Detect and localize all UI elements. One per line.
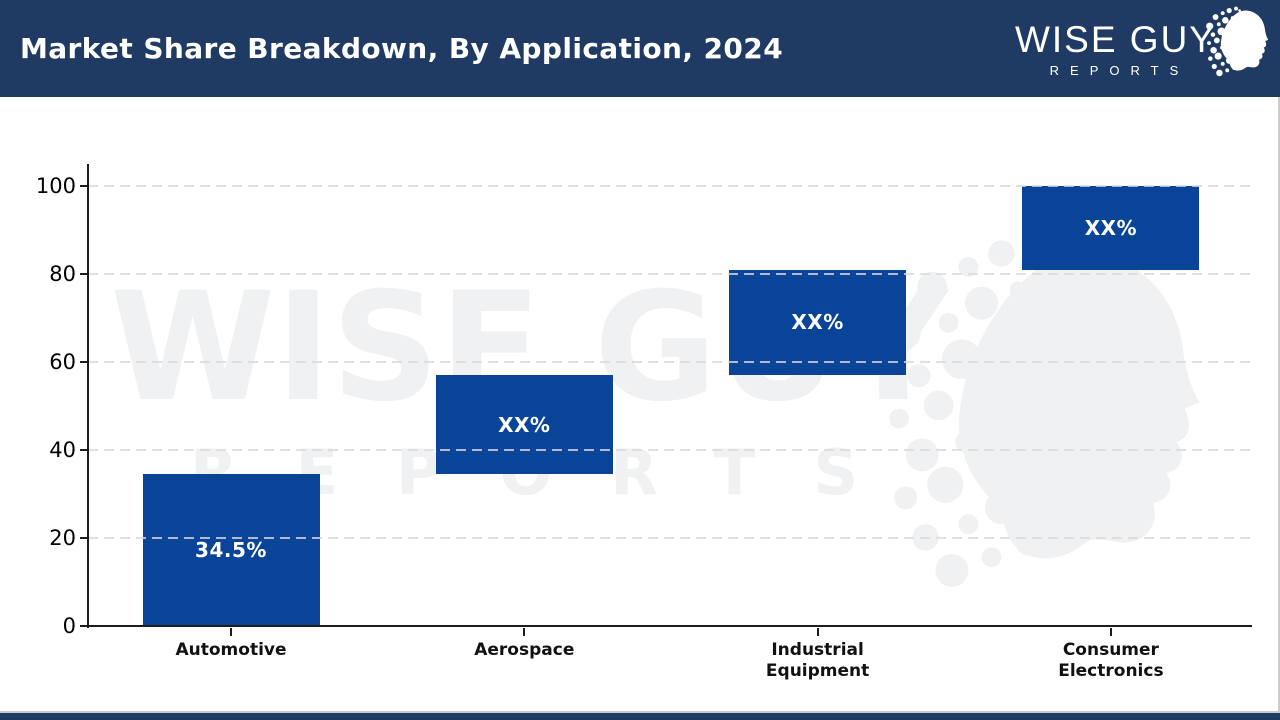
gridline: [88, 537, 1252, 539]
gridline: [88, 185, 1252, 187]
bar-aerospace: XX%: [435, 375, 613, 475]
x-axis-tick: [816, 628, 819, 636]
gridline: [88, 449, 1252, 451]
footer-bar: [0, 713, 1280, 720]
page-border-right: [1278, 97, 1280, 713]
y-axis-tick: [80, 273, 88, 275]
bar-value-label: XX%: [498, 412, 551, 437]
brand-logo: WISE GUY REPORTS: [1015, 8, 1270, 84]
logo-subtext: REPORTS: [1049, 63, 1190, 78]
x-axis-category-label: Aerospace: [474, 640, 575, 660]
logo-head-icon: [1204, 6, 1270, 84]
y-axis-tick: [80, 537, 88, 539]
y-axis-tick: [80, 361, 88, 363]
y-axis-tick-label: 100: [35, 174, 76, 198]
bar-value-label: XX%: [1084, 215, 1138, 240]
gridline: [88, 361, 1252, 363]
y-axis-tick-label: 80: [49, 262, 76, 286]
bar-automotive: 34.5%: [142, 474, 320, 626]
y-axis-tick: [80, 625, 88, 627]
y-axis-tick: [80, 185, 88, 187]
x-axis-tick: [1109, 628, 1112, 636]
x-axis-category-label: Industrial Equipment: [765, 640, 870, 681]
y-axis-tick-label: 40: [49, 438, 76, 462]
y-axis-tick-label: 20: [49, 526, 76, 550]
y-axis-line: [87, 164, 89, 628]
y-axis-tick-label: 0: [62, 614, 76, 638]
bar-industrial-equipment: XX%: [729, 269, 907, 376]
page-title: Market Share Breakdown, By Application, …: [20, 32, 784, 65]
x-axis-line: [87, 625, 1252, 627]
x-axis-tick: [230, 628, 232, 636]
bar-value-label: XX%: [791, 310, 844, 335]
y-axis-tick: [80, 449, 88, 451]
x-axis-tick: [523, 628, 526, 636]
y-axis-tick-label: 60: [49, 350, 76, 374]
gridline: [88, 273, 1252, 275]
header-bar: Market Share Breakdown, By Application, …: [0, 0, 1280, 97]
bar-value-label: 34.5%: [195, 538, 267, 563]
logo-wordmark: WISE GUY: [1014, 19, 1216, 60]
bar-consumer-electronics: XX%: [1022, 186, 1200, 270]
x-axis-category-label: Automotive: [175, 640, 287, 660]
page-border-bottom: [0, 711, 1280, 713]
x-axis-category-label: Consumer Electronics: [1058, 640, 1164, 681]
logo-text: WISE GUY REPORTS: [1014, 19, 1216, 79]
